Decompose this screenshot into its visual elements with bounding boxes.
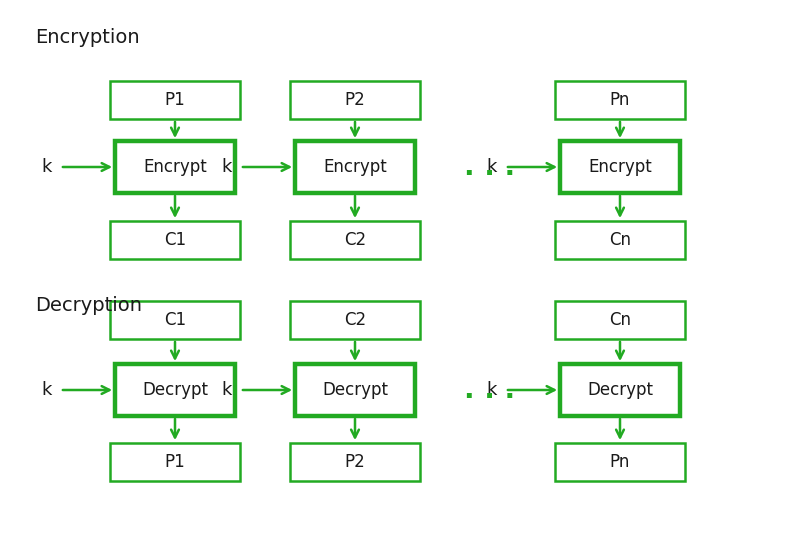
Text: Encrypt: Encrypt bbox=[143, 158, 207, 176]
Bar bbox=[555, 81, 685, 119]
Text: k: k bbox=[222, 381, 232, 399]
Bar bbox=[290, 81, 420, 119]
Text: k: k bbox=[222, 158, 232, 176]
Text: Cn: Cn bbox=[609, 231, 631, 249]
Text: . . .: . . . bbox=[465, 153, 516, 181]
Text: Encryption: Encryption bbox=[35, 28, 140, 47]
Bar bbox=[555, 221, 685, 259]
Bar bbox=[110, 443, 240, 481]
Bar bbox=[555, 443, 685, 481]
Text: k: k bbox=[487, 158, 497, 176]
Text: Decrypt: Decrypt bbox=[142, 381, 208, 399]
Bar bbox=[115, 364, 235, 416]
Text: C1: C1 bbox=[164, 311, 186, 329]
Bar bbox=[295, 364, 415, 416]
Text: . . .: . . . bbox=[465, 376, 516, 404]
Text: k: k bbox=[487, 381, 497, 399]
Text: k: k bbox=[42, 158, 52, 176]
Text: P2: P2 bbox=[344, 91, 365, 109]
Bar bbox=[110, 301, 240, 339]
Text: P2: P2 bbox=[344, 453, 365, 471]
Text: Pn: Pn bbox=[610, 453, 630, 471]
Text: Cn: Cn bbox=[609, 311, 631, 329]
Text: Decrypt: Decrypt bbox=[322, 381, 388, 399]
Bar bbox=[290, 221, 420, 259]
Text: Decryption: Decryption bbox=[35, 296, 142, 315]
Text: P1: P1 bbox=[164, 91, 185, 109]
Text: Decrypt: Decrypt bbox=[587, 381, 653, 399]
Bar bbox=[290, 443, 420, 481]
Bar bbox=[115, 141, 235, 193]
Text: C1: C1 bbox=[164, 231, 186, 249]
Bar bbox=[555, 301, 685, 339]
Text: Pn: Pn bbox=[610, 91, 630, 109]
Text: C2: C2 bbox=[344, 311, 366, 329]
Text: P1: P1 bbox=[164, 453, 185, 471]
Text: Encrypt: Encrypt bbox=[588, 158, 652, 176]
Text: Encrypt: Encrypt bbox=[323, 158, 387, 176]
Bar bbox=[290, 301, 420, 339]
Bar bbox=[560, 364, 680, 416]
Bar bbox=[110, 221, 240, 259]
Bar bbox=[560, 141, 680, 193]
Bar bbox=[110, 81, 240, 119]
Text: k: k bbox=[42, 381, 52, 399]
Text: C2: C2 bbox=[344, 231, 366, 249]
Bar bbox=[295, 141, 415, 193]
